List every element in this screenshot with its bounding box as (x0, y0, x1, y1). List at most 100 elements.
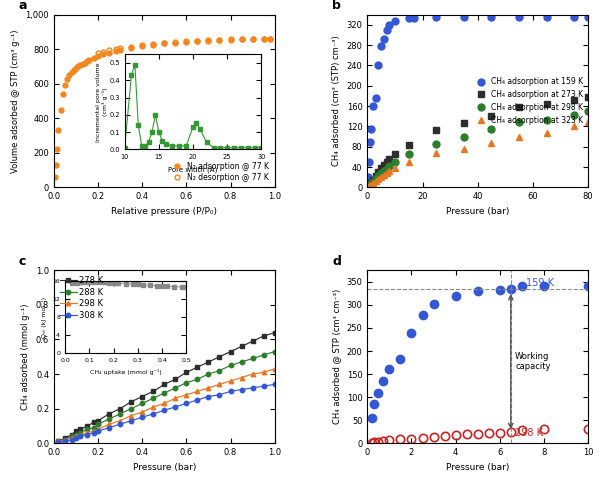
N₂ adsorption @ 77 K (266, 36, 274, 42)
288 K (161, 390, 168, 396)
N₂ adsorption @ 77 K (57, 107, 64, 112)
308 K (90, 430, 97, 436)
N₂ adsorption @ 77 K (79, 61, 86, 67)
N₂ adsorption @ 77 K (52, 174, 59, 180)
CH₄ adsorption at 273 K (391, 151, 398, 157)
288 K (61, 437, 68, 443)
CH₄ adsorption at 273 K (369, 177, 376, 183)
308 K (95, 428, 102, 434)
N₂ adsorption @ 77 K (139, 43, 146, 49)
CH₄ adsorption at 323 K (391, 165, 398, 171)
X-axis label: Relative pressure (P/P₀): Relative pressure (P/P₀) (112, 207, 217, 216)
288 K (172, 385, 179, 391)
308 K (227, 389, 234, 394)
CH₄ adsorption at 273 K (367, 180, 374, 186)
CH₄ adsorption at 273 K (372, 173, 379, 179)
288 K (271, 349, 278, 355)
CH₄ adsorption at 273 K (380, 162, 388, 168)
CH₄ adsorption at 323 K (386, 168, 393, 174)
278 K (83, 423, 91, 429)
308 K (183, 400, 190, 406)
CH₄ adsorption at 298 K (365, 184, 372, 189)
308 K (260, 383, 267, 389)
CH₄ adsorption at 273 K (386, 156, 393, 162)
CH₄ adsorption at 159 K (386, 22, 393, 28)
298 K (106, 421, 113, 427)
N₂ adsorption @ 77 K (112, 48, 119, 54)
N₂ adsorption @ 77 K (86, 57, 93, 63)
288 K (149, 395, 157, 401)
Text: 298 K: 298 K (515, 428, 543, 438)
308 K (139, 414, 146, 420)
X-axis label: Pressure (bar): Pressure (bar) (446, 207, 509, 216)
N₂ desorption @ 77 K (112, 46, 119, 52)
N₂ desorption @ 77 K (116, 45, 124, 51)
298 K (116, 418, 124, 424)
CH₄ adsorption at 159 K (391, 18, 398, 24)
CH₄ adsorption at 323 K (515, 133, 523, 139)
CH₄ adsorption at 159 K (367, 139, 374, 145)
N₂ adsorption @ 77 K (54, 147, 61, 152)
X-axis label: Pressure (bar): Pressure (bar) (133, 463, 196, 471)
308 K (61, 438, 68, 444)
278 K (172, 376, 179, 382)
Line: 288 K: 288 K (56, 349, 277, 444)
Line: CH₄ adsorption at 298 K: CH₄ adsorption at 298 K (365, 108, 592, 190)
Text: a: a (19, 0, 27, 13)
N₂ desorption @ 77 K (183, 38, 190, 44)
308 K (83, 431, 91, 437)
288 K (90, 425, 97, 431)
N₂ adsorption @ 77 K (238, 37, 245, 42)
CH₄ adsorption at 273 K (383, 159, 390, 165)
CH₄ adsorption at 298 K (584, 108, 592, 114)
CH₄ adsorption at 273 K (515, 104, 523, 110)
288 K (128, 406, 135, 412)
CH₄ adsorption at 323 K (433, 150, 440, 156)
Text: 159 K: 159 K (526, 279, 554, 288)
CH₄ adsorption at 298 K (369, 179, 376, 185)
CH₄ adsorption at 159 K (368, 126, 375, 132)
CH₄ adsorption at 298 K (375, 173, 382, 179)
CH₄ adsorption at 298 K (377, 170, 385, 176)
CH₄ adsorption at 273 K (405, 142, 412, 148)
CH₄ adsorption at 298 K (386, 163, 393, 169)
CH₄ adsorption at 298 K (405, 151, 412, 157)
CH₄ adsorption at 323 K (488, 140, 495, 146)
N₂ adsorption @ 77 K (183, 39, 190, 45)
298 K (128, 412, 135, 418)
N₂ desorption @ 77 K (266, 36, 274, 42)
CH₄ adsorption at 159 K (405, 15, 412, 21)
278 K (194, 364, 201, 370)
N₂ desorption @ 77 K (95, 51, 102, 56)
CH₄ adsorption at 298 K (391, 159, 398, 165)
308 K (68, 437, 75, 443)
N₂ desorption @ 77 K (260, 36, 267, 42)
CH₄ adsorption at 298 K (571, 112, 578, 118)
288 K (183, 380, 190, 386)
N₂ desorption @ 77 K (106, 47, 113, 53)
N₂ adsorption @ 77 K (83, 58, 91, 64)
278 K (116, 406, 124, 412)
Text: d: d (332, 255, 341, 268)
N₂ desorption @ 77 K (149, 41, 157, 47)
Line: 308 K: 308 K (56, 382, 277, 445)
N₂ adsorption @ 77 K (128, 45, 135, 51)
298 K (90, 428, 97, 434)
N₂ adsorption @ 77 K (227, 37, 234, 42)
308 K (249, 385, 256, 391)
CH₄ adsorption at 273 K (584, 94, 592, 100)
278 K (271, 330, 278, 336)
CH₄ adsorption at 298 K (515, 119, 523, 125)
278 K (106, 411, 113, 417)
288 K (95, 421, 102, 427)
N₂ adsorption @ 77 K (81, 60, 88, 66)
CH₄ adsorption at 323 K (584, 119, 592, 125)
308 K (73, 435, 80, 441)
308 K (77, 433, 84, 439)
CH₄ adsorption at 298 K (372, 176, 379, 182)
Line: 298 K: 298 K (56, 367, 277, 444)
308 K (149, 411, 157, 417)
Y-axis label: CH₄ adsorbed (cm³ (STP) cm⁻³): CH₄ adsorbed (cm³ (STP) cm⁻³) (332, 36, 341, 167)
CH₄ adsorption at 298 K (365, 183, 373, 189)
N₂ adsorption @ 77 K (70, 67, 77, 73)
